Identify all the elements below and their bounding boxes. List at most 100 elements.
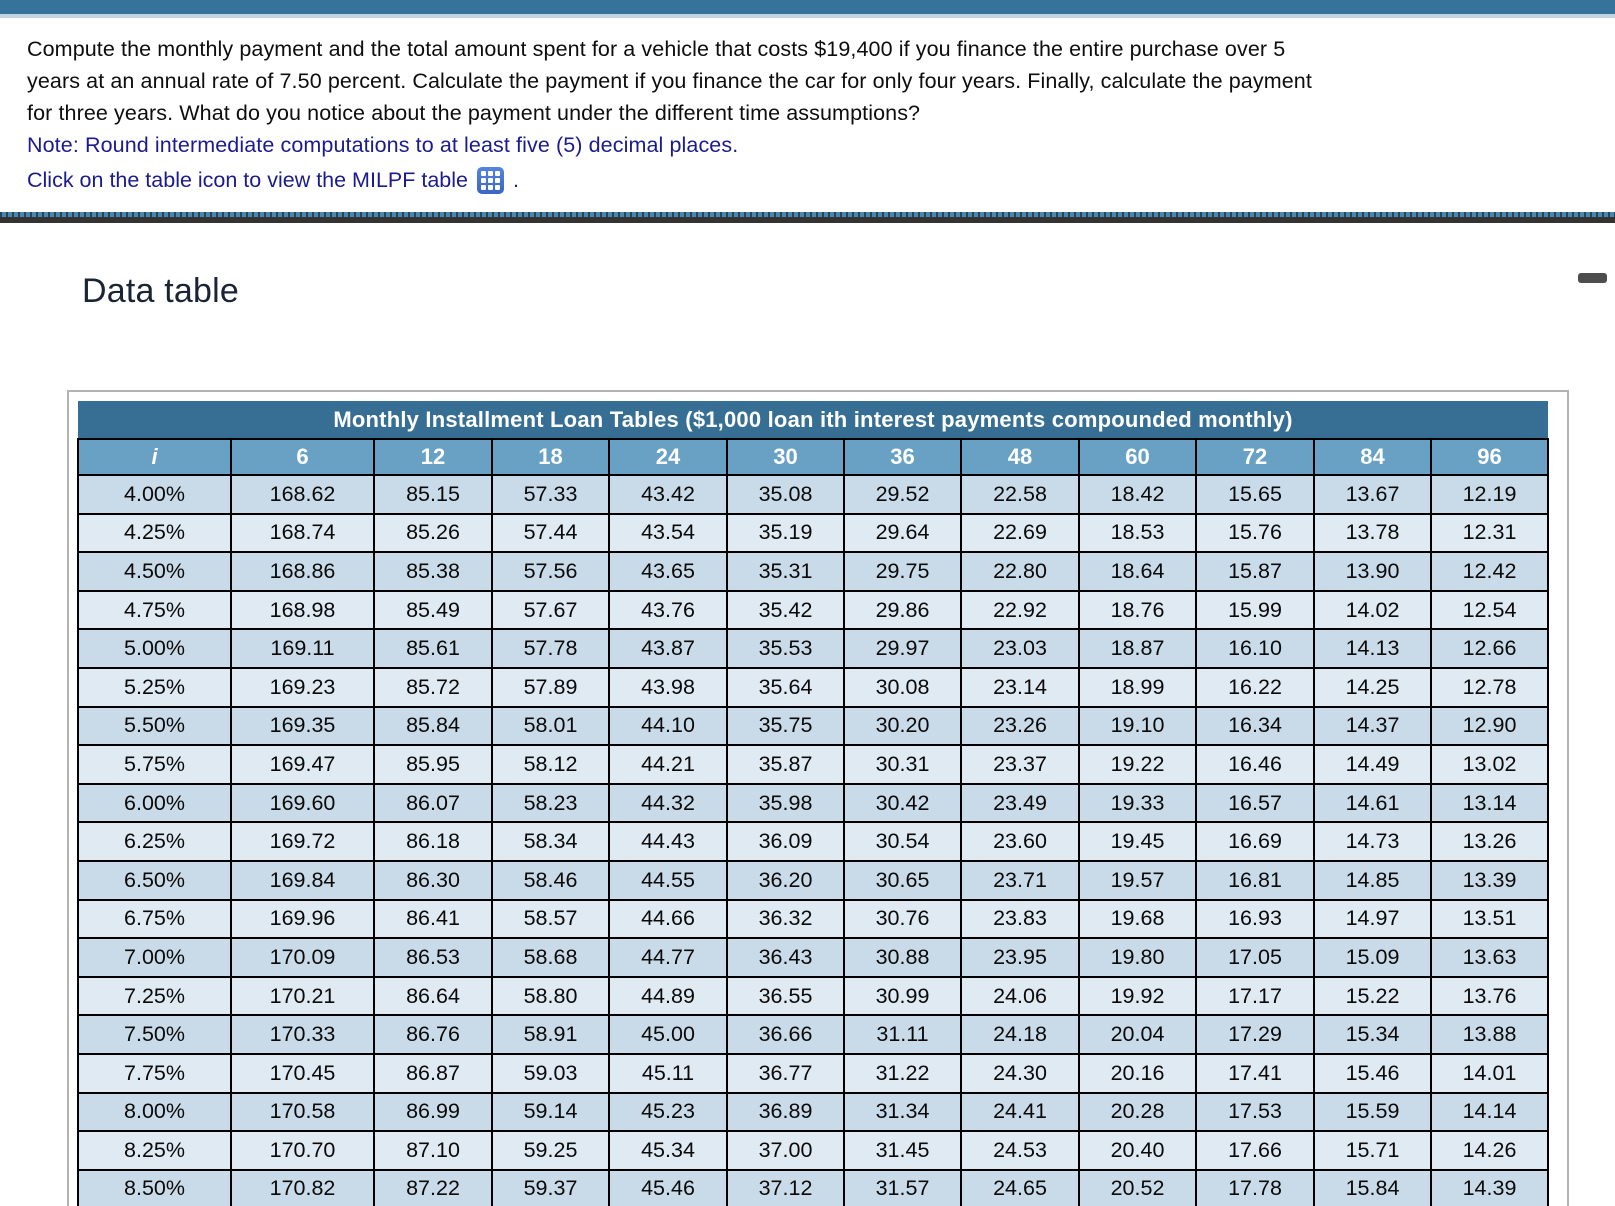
table-cell: 58.23	[491, 782, 610, 824]
table-cell: 15.71	[1313, 1130, 1432, 1171]
table-cell: 16.69	[1195, 821, 1315, 862]
table-cell: 12.78	[1429, 666, 1550, 708]
table-cell: 35.08	[726, 474, 845, 515]
question-text: Compute the monthly payment and the tota…	[27, 33, 1567, 161]
table-cell: 29.64	[843, 512, 962, 554]
table-row: 4.50% 168.86 85.38 57.56 43.65 35.31 29.75 22.8…	[77, 551, 1550, 592]
table-row: 7.50% 170.33 86.76 58.91 45.00 36.66 31.11 24.1…	[77, 1014, 1550, 1055]
table-cell: 36.20	[726, 859, 845, 901]
table-row: 7.00% 170.09 86.53 58.68 44.77 36.43 30.88 23.9…	[77, 937, 1550, 978]
column-header-48: 48	[960, 438, 1080, 476]
table-cell: 12.19	[1429, 474, 1550, 515]
table-cell: 14.85	[1313, 859, 1432, 901]
table-cell: 17.78	[1195, 1168, 1315, 1206]
table-row: 8.25% 170.70 87.10 59.25 45.34 37.00 31.45 24.5…	[77, 1130, 1550, 1171]
column-header-18: 18	[491, 438, 610, 476]
table-cell: 58.68	[491, 937, 610, 978]
column-header-6: 6	[230, 438, 375, 476]
table-cell: 35.75	[726, 705, 845, 747]
table-cell: 85.84	[373, 705, 493, 747]
table-cell: 31.22	[843, 1052, 962, 1094]
table-cell: 14.02	[1313, 589, 1432, 631]
table-cell: 15.46	[1313, 1052, 1432, 1094]
top-bar-accent	[0, 14, 1615, 18]
table-cell: 36.43	[726, 937, 845, 978]
table-row: 8.50% 170.82 87.22 59.37 45.46 37.12 31.57 24.6…	[77, 1168, 1550, 1206]
table-cell: 36.89	[726, 1091, 845, 1133]
table-cell: 19.80	[1078, 937, 1197, 978]
table-cell: 36.55	[726, 975, 845, 1017]
table-cell: 14.25	[1313, 666, 1432, 708]
table-cell: 19.22	[1078, 744, 1197, 785]
table-cell: 169.11	[230, 628, 375, 669]
table-row: 7.75% 170.45 86.87 59.03 45.11 36.77 31.22 24.3…	[77, 1052, 1550, 1094]
section-divider	[0, 212, 1615, 223]
table-cell: 12.31	[1429, 512, 1550, 554]
table-cell: 23.95	[960, 937, 1080, 978]
table-cell: 13.78	[1313, 512, 1432, 554]
table-row: 4.75% 168.98 85.49 57.67 43.76 35.42 29.86 22.9…	[77, 589, 1550, 631]
table-cell: 59.03	[491, 1052, 610, 1094]
table-cell: 17.05	[1195, 937, 1315, 978]
table-cell: 58.12	[491, 744, 610, 785]
column-header-24: 24	[608, 438, 728, 476]
table-cell: 23.83	[960, 898, 1080, 940]
milpf-table: Monthly Installment Loan Tables ($1,000 …	[77, 401, 1550, 1206]
table-cell: 19.10	[1078, 705, 1197, 747]
table-cell: 170.21	[230, 975, 375, 1017]
click-instruction: Click on the table icon to view the MILP…	[27, 165, 519, 195]
table-cell: 15.09	[1313, 937, 1432, 978]
table-row: 5.50% 169.35 85.84 58.01 44.10 35.75 30.20 23.2…	[77, 705, 1550, 747]
milpf-table-icon[interactable]	[476, 166, 504, 194]
table-cell: 86.07	[373, 782, 493, 824]
table-cell: 169.96	[230, 898, 375, 940]
table-cell: 16.93	[1195, 898, 1315, 940]
table-cell: 14.01	[1429, 1052, 1550, 1094]
column-header-72: 72	[1195, 438, 1315, 476]
table-cell: 86.41	[373, 898, 493, 940]
table-cell: 17.41	[1195, 1052, 1315, 1094]
table-cell: 16.22	[1195, 666, 1315, 708]
question-line-2: years at an annual rate of 7.50 percent.…	[27, 69, 1312, 93]
table-cell: 15.34	[1313, 1014, 1432, 1055]
table-cell: 23.71	[960, 859, 1080, 901]
table-cell: 169.60	[230, 782, 375, 824]
table-row: 4.25% 168.74 85.26 57.44 43.54 35.19 29.64 22.6…	[77, 512, 1550, 554]
table-cell: 16.57	[1195, 782, 1315, 824]
table-cell: 86.99	[373, 1091, 493, 1133]
table-cell: 37.12	[726, 1168, 845, 1206]
table-cell: 44.10	[608, 705, 728, 747]
table-cell: 30.99	[843, 975, 962, 1017]
table-row: 5.25% 169.23 85.72 57.89 43.98 35.64 30.08 23.1…	[77, 666, 1550, 708]
table-cell: 14.39	[1429, 1168, 1550, 1206]
table-cell: 30.88	[843, 937, 962, 978]
table-cell: 15.65	[1195, 474, 1315, 515]
table-title: Monthly Installment Loan Tables ($1,000 …	[78, 401, 1549, 439]
table-cell: 58.91	[491, 1014, 610, 1055]
table-cell: 15.99	[1195, 589, 1315, 631]
table-cell: 43.65	[608, 551, 728, 592]
table-cell: 58.01	[491, 705, 610, 747]
column-header-36: 36	[843, 438, 962, 476]
table-cell: 57.56	[491, 551, 610, 592]
rate-cell: 5.25%	[77, 666, 232, 708]
table-cell: 30.42	[843, 782, 962, 824]
minimize-icon[interactable]	[1578, 273, 1607, 283]
table-cell: 35.19	[726, 512, 845, 554]
table-cell: 13.39	[1429, 859, 1550, 901]
table-cell: 23.14	[960, 666, 1080, 708]
rate-cell: 6.75%	[77, 898, 232, 940]
table-cell: 31.45	[843, 1130, 962, 1171]
table-cell: 31.57	[843, 1168, 962, 1206]
table-cell: 14.14	[1429, 1091, 1550, 1133]
table-cell: 14.61	[1313, 782, 1432, 824]
table-cell: 24.30	[960, 1052, 1080, 1094]
table-cell: 13.02	[1429, 744, 1550, 785]
table-cell: 13.67	[1313, 474, 1432, 515]
table-cell: 170.45	[230, 1052, 375, 1094]
top-bar	[0, 0, 1615, 14]
table-cell: 59.25	[491, 1130, 610, 1171]
column-header-12: 12	[373, 438, 493, 476]
table-cell: 12.66	[1429, 628, 1550, 669]
table-cell: 87.22	[373, 1168, 493, 1206]
